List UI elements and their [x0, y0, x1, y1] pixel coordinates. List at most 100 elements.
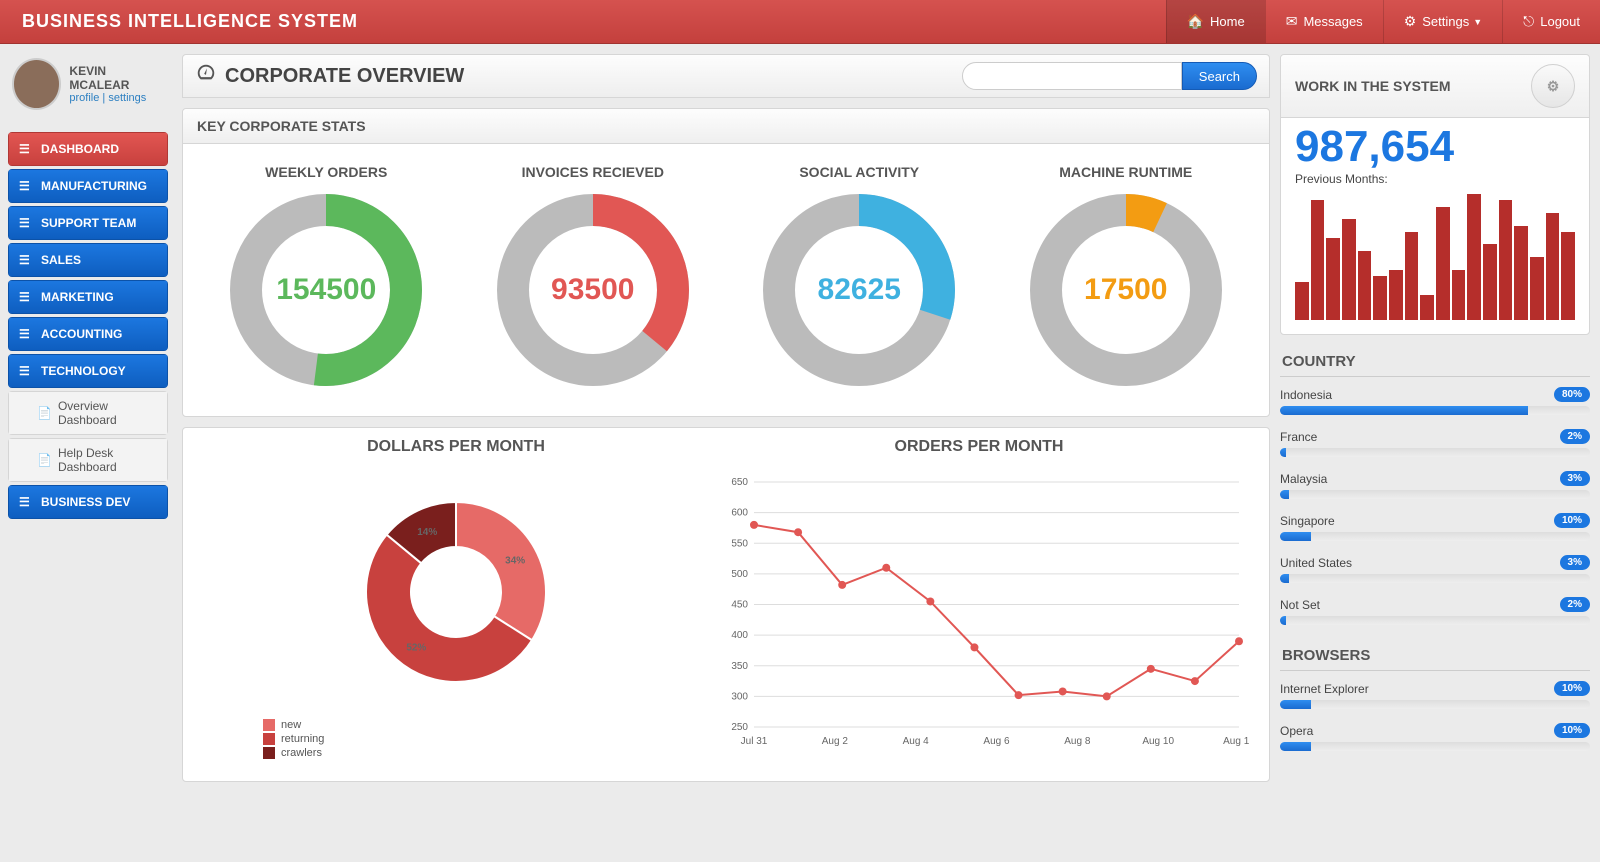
legend-item: new	[263, 719, 709, 731]
svg-text:550: 550	[731, 538, 748, 549]
sidebar-item-technology[interactable]: ☰Technology	[8, 354, 168, 388]
stat-badge: 10%	[1554, 723, 1590, 738]
sidebar-sub-overview[interactable]: 📄Overview Dashboard	[8, 391, 168, 435]
svg-text:Aug 6: Aug 6	[983, 736, 1010, 747]
stat-badge: 3%	[1560, 471, 1590, 486]
stat-badge: 80%	[1554, 387, 1590, 402]
stat-badge: 10%	[1554, 513, 1590, 528]
home-icon: 🏠	[1187, 13, 1204, 30]
work-panel: Work in the System⚙ 987,654 Previous Mon…	[1280, 54, 1590, 335]
svg-text:400: 400	[731, 630, 748, 641]
stat-row: Opera 10%	[1280, 723, 1590, 751]
progress-bar	[1280, 616, 1590, 625]
svg-text:34%: 34%	[505, 555, 525, 566]
stat-row: Singapore 10%	[1280, 513, 1590, 541]
list-icon: ☰	[19, 364, 35, 378]
nav-settings[interactable]: ⚙Settings▼	[1383, 0, 1502, 43]
settings-gear-button[interactable]: ⚙	[1531, 64, 1575, 108]
page-title: Corporate Overview	[195, 62, 464, 90]
progress-bar	[1280, 700, 1590, 709]
stat-label: Singapore	[1280, 514, 1335, 528]
svg-text:Aug 8: Aug 8	[1064, 736, 1091, 747]
donut-chart: 82625	[759, 190, 959, 390]
charts-panel: DOLLARS PER MONTH 34%52%14% newreturning…	[182, 427, 1270, 782]
donut-title: MACHINE RUNTIME	[993, 164, 1260, 180]
stat-label: Internet Explorer	[1280, 682, 1369, 696]
stat-label: Not Set	[1280, 598, 1320, 612]
country-section: Country Indonesia 80% France2% Malaysia3% Si…	[1280, 345, 1590, 625]
svg-text:Aug 2: Aug 2	[822, 736, 849, 747]
country-title: Country	[1280, 345, 1590, 377]
svg-text:52%: 52%	[406, 643, 426, 654]
browsers-section: Browsers Internet Explorer10%Opera10%	[1280, 639, 1590, 751]
svg-text:Jul 31: Jul 31	[741, 736, 768, 747]
stat-row: France2%	[1280, 429, 1590, 457]
progress-bar	[1280, 574, 1590, 583]
side-menu: ☰Dashboard ☰Manufacturing ☰Support Team …	[8, 132, 168, 519]
progress-bar	[1280, 742, 1590, 751]
title-bar: Corporate Overview Search	[182, 54, 1270, 98]
list-icon: ☰	[19, 142, 35, 156]
stat-label: Opera	[1280, 724, 1313, 738]
sidebar-item-support[interactable]: ☰Support Team	[8, 206, 168, 240]
sidebar-item-accounting[interactable]: ☰Accounting	[8, 317, 168, 351]
svg-text:250: 250	[731, 722, 748, 733]
stat-row: United States3%	[1280, 555, 1590, 583]
donut-chart: 154500	[226, 190, 426, 390]
stat-label: United States	[1280, 556, 1352, 570]
stat-badge: 2%	[1560, 429, 1590, 444]
donut-value: 93500	[551, 273, 634, 307]
svg-text:350: 350	[731, 661, 748, 672]
search-button[interactable]: Search	[1182, 62, 1257, 90]
sidebar-item-dashboard[interactable]: ☰Dashboard	[8, 132, 168, 166]
search-input[interactable]	[962, 62, 1182, 90]
nav-home[interactable]: 🏠Home	[1166, 0, 1265, 43]
donut-chart: 17500	[1026, 190, 1226, 390]
nav-logout[interactable]: ⎋Logout	[1502, 0, 1600, 43]
sidebar: KEVIN MCALEAR profile | settings ☰Dashbo…	[0, 44, 176, 792]
progress-bar	[1280, 406, 1590, 415]
stat-label: Indonesia	[1280, 388, 1332, 402]
donut-value: 154500	[276, 273, 376, 307]
topnav: 🏠Home ✉Messages ⚙Settings▼ ⎋Logout	[1166, 0, 1600, 43]
file-icon: 📄	[37, 453, 52, 467]
donut-value: 17500	[1084, 273, 1167, 307]
svg-text:300: 300	[731, 691, 748, 702]
stats-panel: Key Corporate Stats WEEKLY ORDERS 154500…	[182, 108, 1270, 417]
work-bars	[1281, 194, 1589, 334]
user-settings-link[interactable]: settings	[108, 92, 146, 104]
list-icon: ☰	[19, 179, 35, 193]
stat-row: Indonesia 80%	[1280, 387, 1590, 415]
sidebar-item-sales[interactable]: ☰Sales	[8, 243, 168, 277]
list-icon: ☰	[19, 253, 35, 267]
file-icon: 📄	[37, 406, 52, 420]
progress-bar	[1280, 532, 1590, 541]
chevron-down-icon: ▼	[1473, 17, 1482, 27]
svg-text:650: 650	[731, 477, 748, 488]
user-block: KEVIN MCALEAR profile | settings	[8, 54, 168, 120]
progress-bar	[1280, 490, 1590, 499]
svg-text:Aug 4: Aug 4	[903, 736, 930, 747]
avatar[interactable]	[12, 58, 61, 110]
topbar: BUSINESS INTELLIGENCE SYSTEM 🏠Home ✉Mess…	[0, 0, 1600, 44]
profile-link[interactable]: profile	[69, 92, 99, 104]
stat-row: Malaysia3%	[1280, 471, 1590, 499]
list-icon: ☰	[19, 495, 35, 509]
svg-text:450: 450	[731, 600, 748, 611]
sidebar-item-manufacturing[interactable]: ☰Manufacturing	[8, 169, 168, 203]
sidebar-item-bizdev[interactable]: ☰Business Dev	[8, 485, 168, 519]
mail-icon: ✉	[1286, 13, 1298, 30]
sidebar-sub-helpdesk[interactable]: 📄Help Desk Dashboard	[8, 438, 168, 482]
svg-text:600: 600	[731, 508, 748, 519]
gear-icon: ⚙	[1404, 13, 1417, 30]
sidebar-item-marketing[interactable]: ☰Marketing	[8, 280, 168, 314]
nav-messages[interactable]: ✉Messages	[1265, 0, 1383, 43]
stats-panel-title: Key Corporate Stats	[183, 109, 1269, 144]
donut-title: SOCIAL ACTIVITY	[726, 164, 993, 180]
stat-row: Not Set2%	[1280, 597, 1590, 625]
svg-text:500: 500	[731, 569, 748, 580]
logout-icon: ⎋	[1523, 13, 1534, 30]
donut-title: WEEKLY ORDERS	[193, 164, 460, 180]
donut-value: 82625	[818, 273, 901, 307]
brand-title: BUSINESS INTELLIGENCE SYSTEM	[0, 11, 358, 32]
